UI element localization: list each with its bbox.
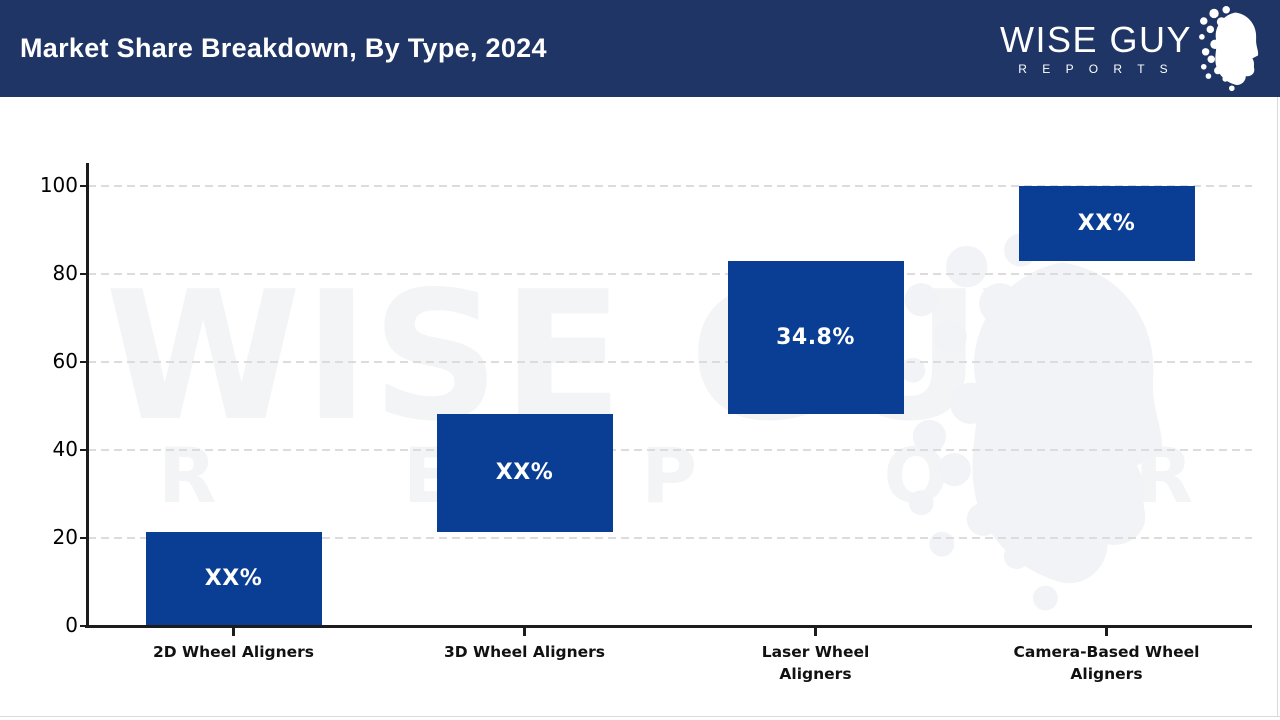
logo-head-icon	[1199, 5, 1259, 91]
chart-bar: 34.8%	[727, 260, 904, 414]
y-tick-label: 100	[39, 173, 78, 197]
wiseguy-logo: WISE GUY R E P O R T S	[999, 5, 1262, 92]
y-tick-mark	[80, 537, 88, 539]
x-category-label: Camera-Based Wheel Aligners	[1013, 643, 1200, 684]
y-tick-mark	[80, 361, 88, 363]
gridline	[88, 273, 1252, 275]
chart-bar: XX%	[145, 531, 322, 626]
gridline	[88, 449, 1252, 451]
x-tick-mark	[523, 628, 526, 636]
x-axis-line	[85, 625, 1252, 628]
x-category-label: Laser Wheel Aligners	[761, 643, 870, 684]
bar-value-label: XX%	[1077, 210, 1136, 236]
x-tick-mark	[1105, 628, 1108, 636]
bar-value-label: XX%	[204, 566, 263, 592]
logo-subtitle: R E P O R T S	[1018, 61, 1174, 76]
gridline	[88, 361, 1252, 363]
bar-value-label: XX%	[495, 460, 554, 486]
y-tick-label: 0	[65, 613, 78, 637]
y-tick-mark	[80, 625, 88, 627]
chart-bar: XX%	[1018, 186, 1195, 261]
y-axis-line	[86, 163, 89, 628]
y-tick-label: 80	[52, 261, 78, 285]
y-tick-mark	[80, 185, 88, 187]
x-tick-mark	[814, 628, 817, 636]
gridline	[88, 185, 1252, 187]
page-title: Market Share Breakdown, By Type, 2024	[20, 33, 547, 63]
logo-wordmark: WISE GUY	[999, 18, 1192, 60]
right-border-line	[1277, 97, 1278, 716]
bottom-border-line	[0, 716, 1280, 717]
y-tick-label: 20	[52, 525, 78, 549]
y-tick-label: 60	[52, 349, 78, 373]
y-tick-label: 40	[52, 437, 78, 461]
x-tick-mark	[232, 628, 235, 636]
y-tick-mark	[80, 273, 88, 275]
x-category-label: 3D Wheel Aligners	[443, 643, 606, 661]
bar-value-label: 34.8%	[776, 324, 855, 350]
logo-text: WISE GUY R E P O R T S	[999, 18, 1192, 76]
gridline	[88, 537, 1252, 539]
y-tick-mark	[80, 449, 88, 451]
x-category-label: 2D Wheel Aligners	[152, 643, 315, 661]
header-bar: Market Share Breakdown, By Type, 2024 WI…	[0, 0, 1280, 97]
chart-bar: XX%	[436, 413, 613, 532]
